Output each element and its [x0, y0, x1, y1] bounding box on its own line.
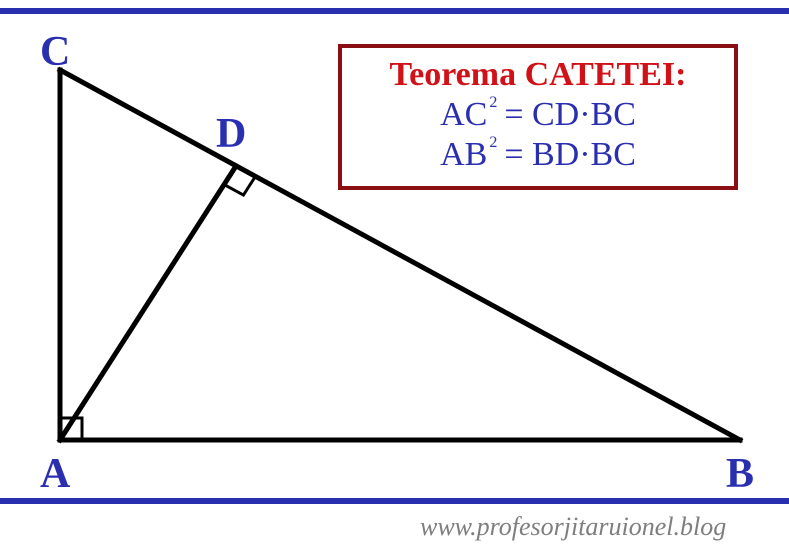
- formula1-lhs: AC: [440, 96, 487, 133]
- theorem-formula-2: AB 2 = BD·BC: [362, 136, 714, 174]
- formula2-rhs: = BD·BC: [504, 136, 636, 173]
- formula2-exp: 2: [489, 134, 497, 152]
- vertex-label-c: C: [40, 28, 70, 76]
- theorem-title: Teorema CATETEI:: [362, 56, 714, 94]
- vertex-label-a: A: [40, 450, 70, 498]
- formula1-exp: 2: [489, 94, 497, 112]
- theorem-formula-1: AC 2 = CD·BC: [362, 96, 714, 134]
- watermark-url: www.profesorjitaruionel.blog: [420, 512, 726, 542]
- formula2-lhs: AB: [440, 136, 487, 173]
- vertex-label-b: B: [726, 450, 754, 498]
- vertex-label-d: D: [216, 110, 246, 158]
- formula1-rhs: = CD·BC: [504, 96, 636, 133]
- theorem-box: Teorema CATETEI: AC 2 = CD·BC AB 2 = BD·…: [338, 44, 738, 190]
